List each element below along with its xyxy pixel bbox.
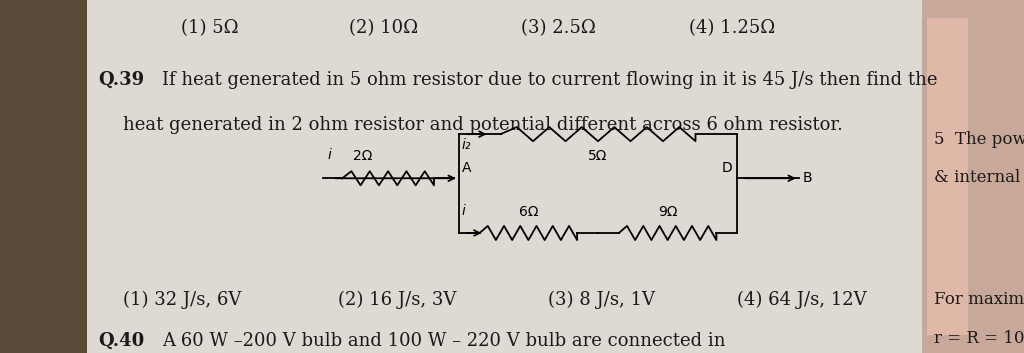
Text: If heat generated in 5 ohm resistor due to current flowing in it is 45 J/s then : If heat generated in 5 ohm resistor due … xyxy=(162,71,937,89)
Bar xyxy=(0,0,87,353)
Text: Q.40: Q.40 xyxy=(98,332,144,350)
Text: i: i xyxy=(462,204,466,218)
Text: A 60 W –200 V bulb and 100 W – 220 V bulb are connected in: A 60 W –200 V bulb and 100 W – 220 V bul… xyxy=(162,332,725,350)
Text: A: A xyxy=(462,161,471,175)
Text: (1) 32 J/s, 6V: (1) 32 J/s, 6V xyxy=(123,291,242,310)
Text: (4) 64 J/s, 12V: (4) 64 J/s, 12V xyxy=(737,291,867,310)
Text: 5  The powe: 5 The powe xyxy=(934,131,1024,148)
Text: (4) 1.25Ω: (4) 1.25Ω xyxy=(689,19,775,37)
Text: & internal: & internal xyxy=(934,169,1020,186)
Text: (3) 8 J/s, 1V: (3) 8 J/s, 1V xyxy=(548,291,654,310)
Text: i: i xyxy=(328,148,332,162)
Text: D: D xyxy=(722,161,732,175)
Text: (1) 5Ω: (1) 5Ω xyxy=(181,19,239,37)
Text: (2) 10Ω: (2) 10Ω xyxy=(349,19,419,37)
Text: (3) 2.5Ω: (3) 2.5Ω xyxy=(520,19,596,37)
Bar xyxy=(927,18,968,335)
Text: 9Ω: 9Ω xyxy=(657,205,678,219)
Bar xyxy=(922,0,1024,353)
Text: (2) 16 J/s, 3V: (2) 16 J/s, 3V xyxy=(338,291,457,310)
Bar xyxy=(87,0,922,353)
Text: For maximur: For maximur xyxy=(934,291,1024,308)
Text: i₂: i₂ xyxy=(462,138,471,152)
Text: heat generated in 2 ohm resistor and potential different across 6 ohm resistor.: heat generated in 2 ohm resistor and pot… xyxy=(123,116,843,134)
Text: 6Ω: 6Ω xyxy=(518,205,539,219)
Text: 5Ω: 5Ω xyxy=(589,149,607,163)
Text: B: B xyxy=(803,171,812,185)
Text: r = R = 10Ω: r = R = 10Ω xyxy=(934,330,1024,347)
Text: 2Ω: 2Ω xyxy=(353,149,373,163)
Text: Q.39: Q.39 xyxy=(98,71,144,89)
